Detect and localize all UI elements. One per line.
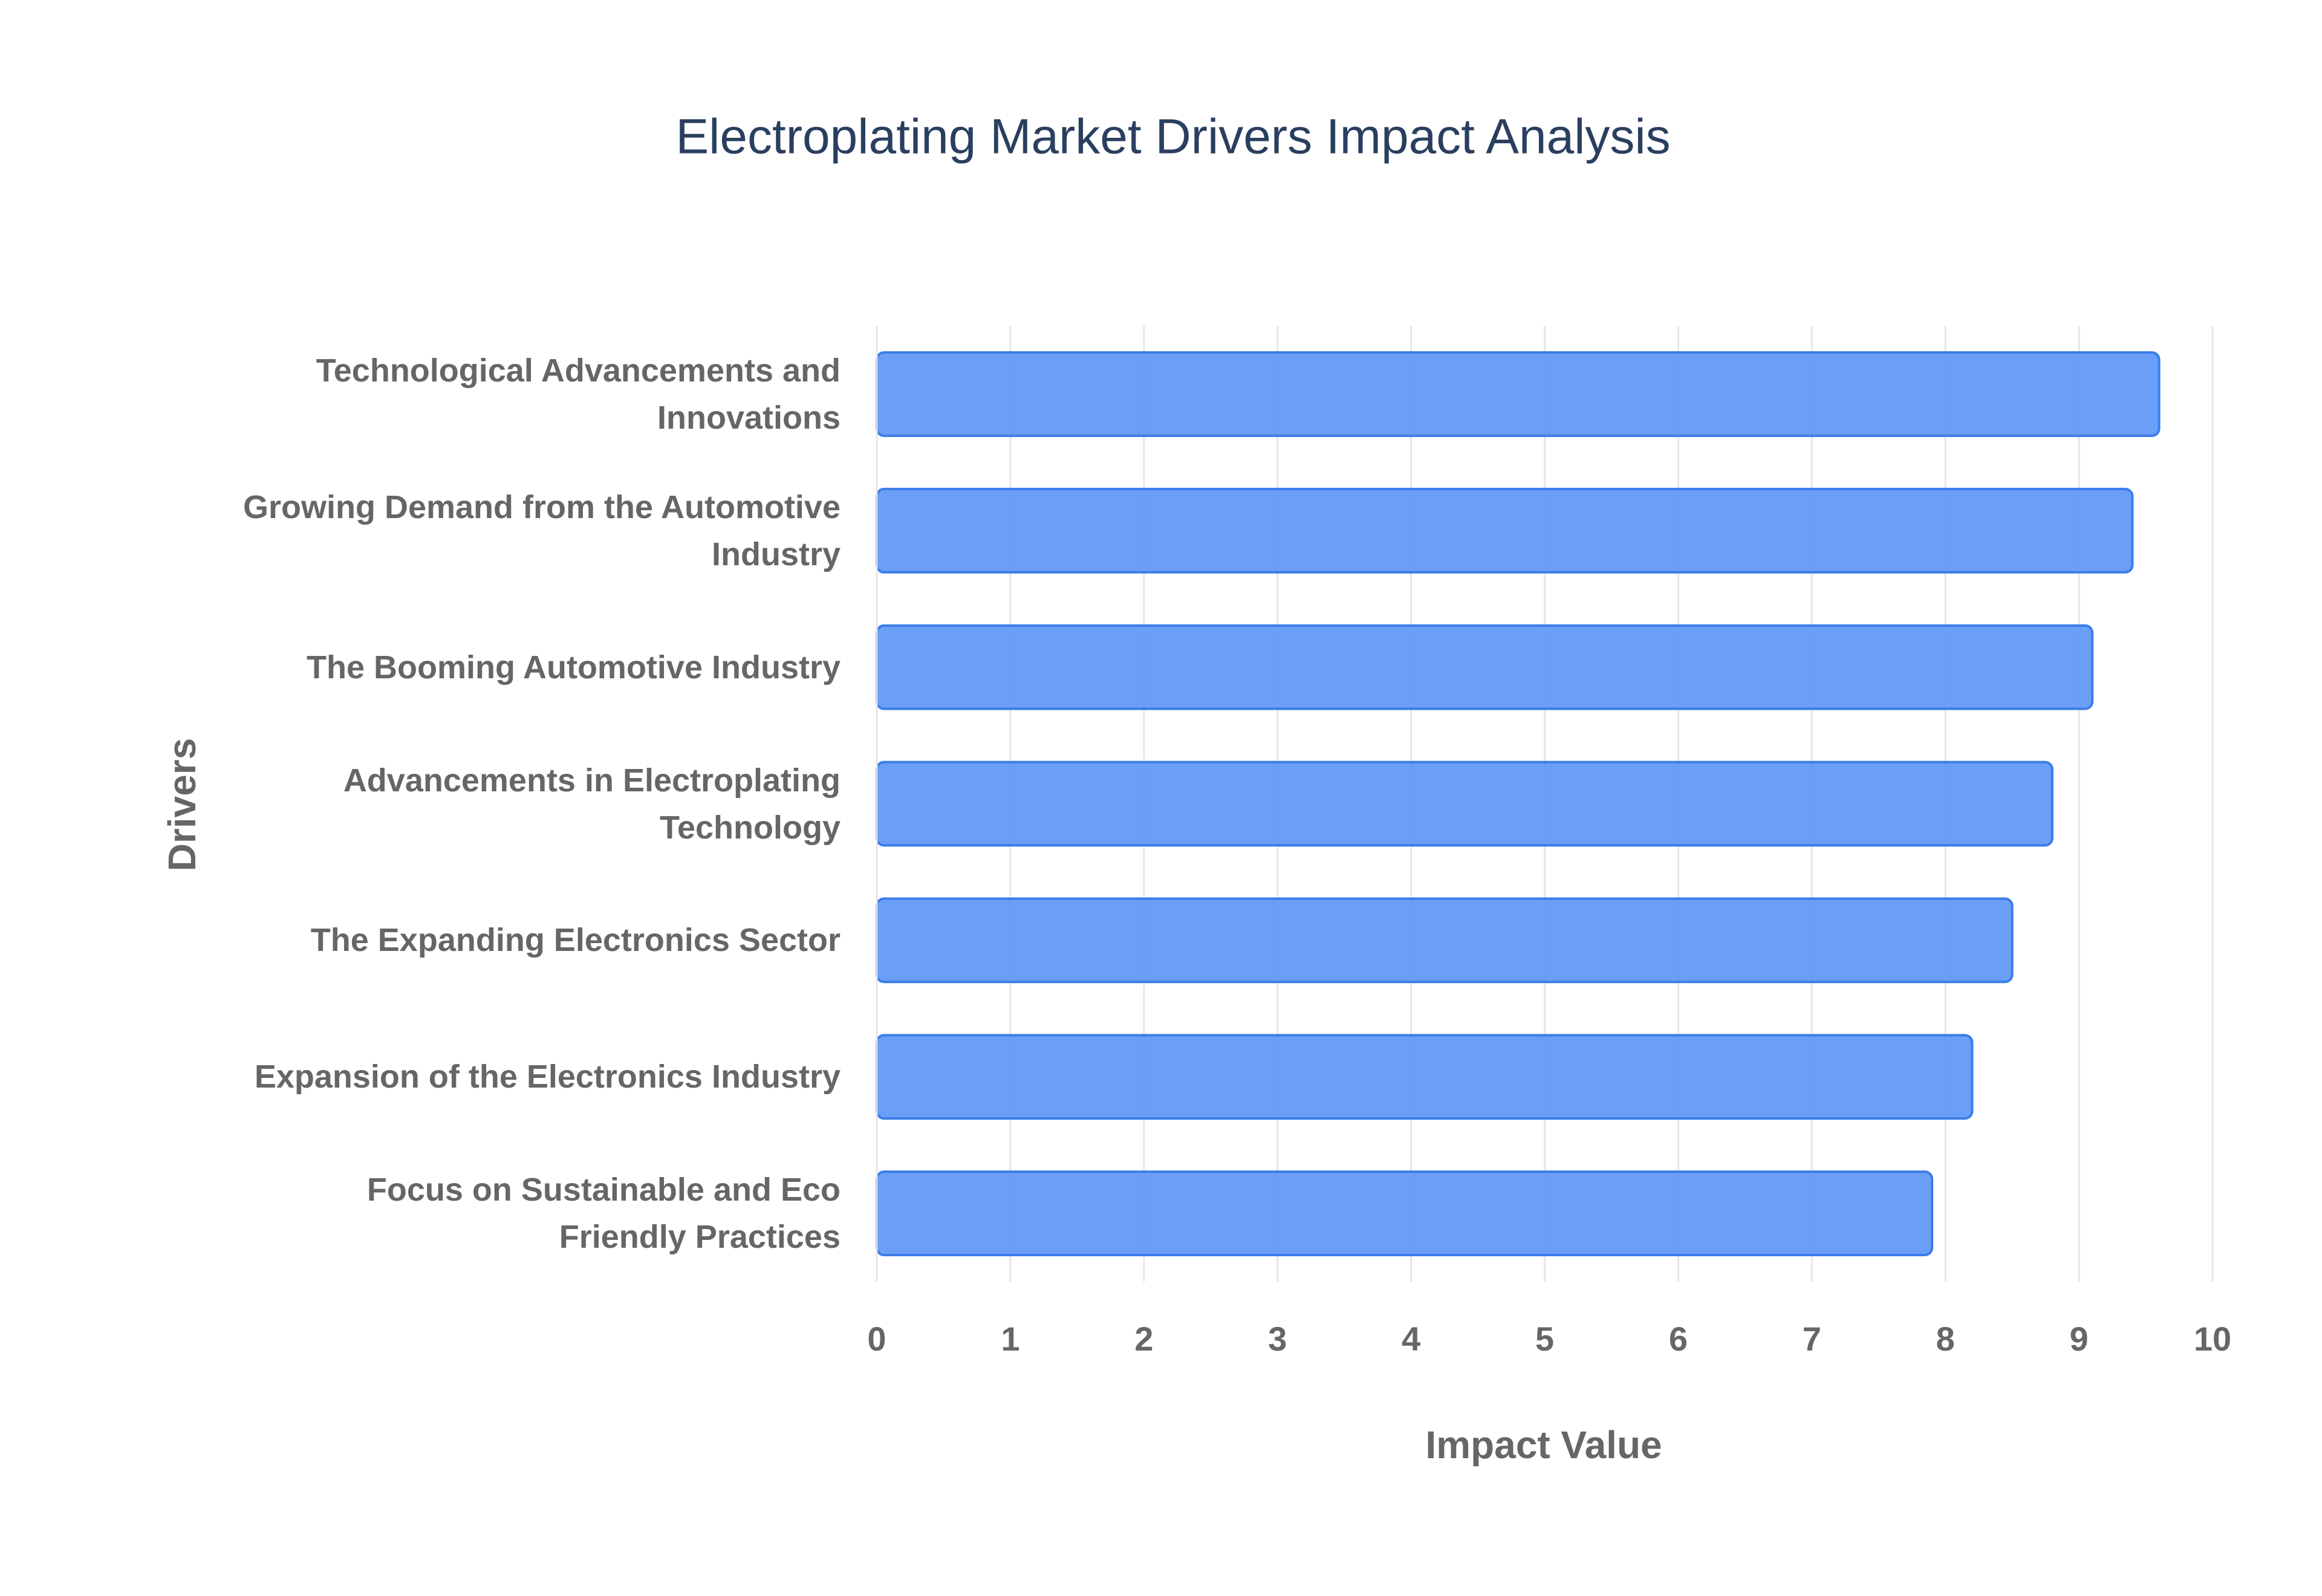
- x-axis-title: Impact Value: [1425, 1423, 1662, 1467]
- y-tick-label: The Booming Automotive Industry: [307, 649, 841, 686]
- x-tick-label: 10: [2194, 1320, 2231, 1358]
- x-tick-label: 4: [1402, 1320, 1420, 1358]
- x-tick-label: 2: [1134, 1320, 1153, 1358]
- y-tick-label: Expansion of the Electronics Industry: [254, 1059, 841, 1095]
- y-tick-label: Advancements in Electroplating Technolog…: [343, 762, 841, 846]
- bar: [876, 897, 2014, 984]
- x-tick-label: 1: [1001, 1320, 1020, 1358]
- bar: [876, 487, 2134, 574]
- x-tick-label: 5: [1535, 1320, 1554, 1358]
- bar: [876, 624, 2094, 710]
- bar: [876, 351, 2161, 437]
- y-tick-label: Technological Advancements and Innovatio…: [316, 352, 841, 436]
- bar: [876, 1034, 1974, 1120]
- x-tick-label: 8: [1936, 1320, 1955, 1358]
- bar: [876, 1170, 1934, 1256]
- y-tick-label: Focus on Sustainable and Eco Friendly Pr…: [366, 1172, 841, 1256]
- y-tick-label: Growing Demand from the Automotive Indus…: [242, 488, 841, 573]
- bar: [876, 761, 2054, 847]
- x-tick-label: 9: [2070, 1320, 2089, 1358]
- chart-title: Electroplating Market Drivers Impact Ana…: [675, 109, 1670, 164]
- x-tick-label: 0: [867, 1320, 886, 1358]
- y-axis-title: Drivers: [160, 738, 204, 872]
- x-tick-label: 7: [1803, 1320, 1821, 1358]
- x-tick-label: 3: [1268, 1320, 1287, 1358]
- x-tick-label: 6: [1669, 1320, 1688, 1358]
- y-tick-label: The Expanding Electronics Sector: [310, 922, 841, 959]
